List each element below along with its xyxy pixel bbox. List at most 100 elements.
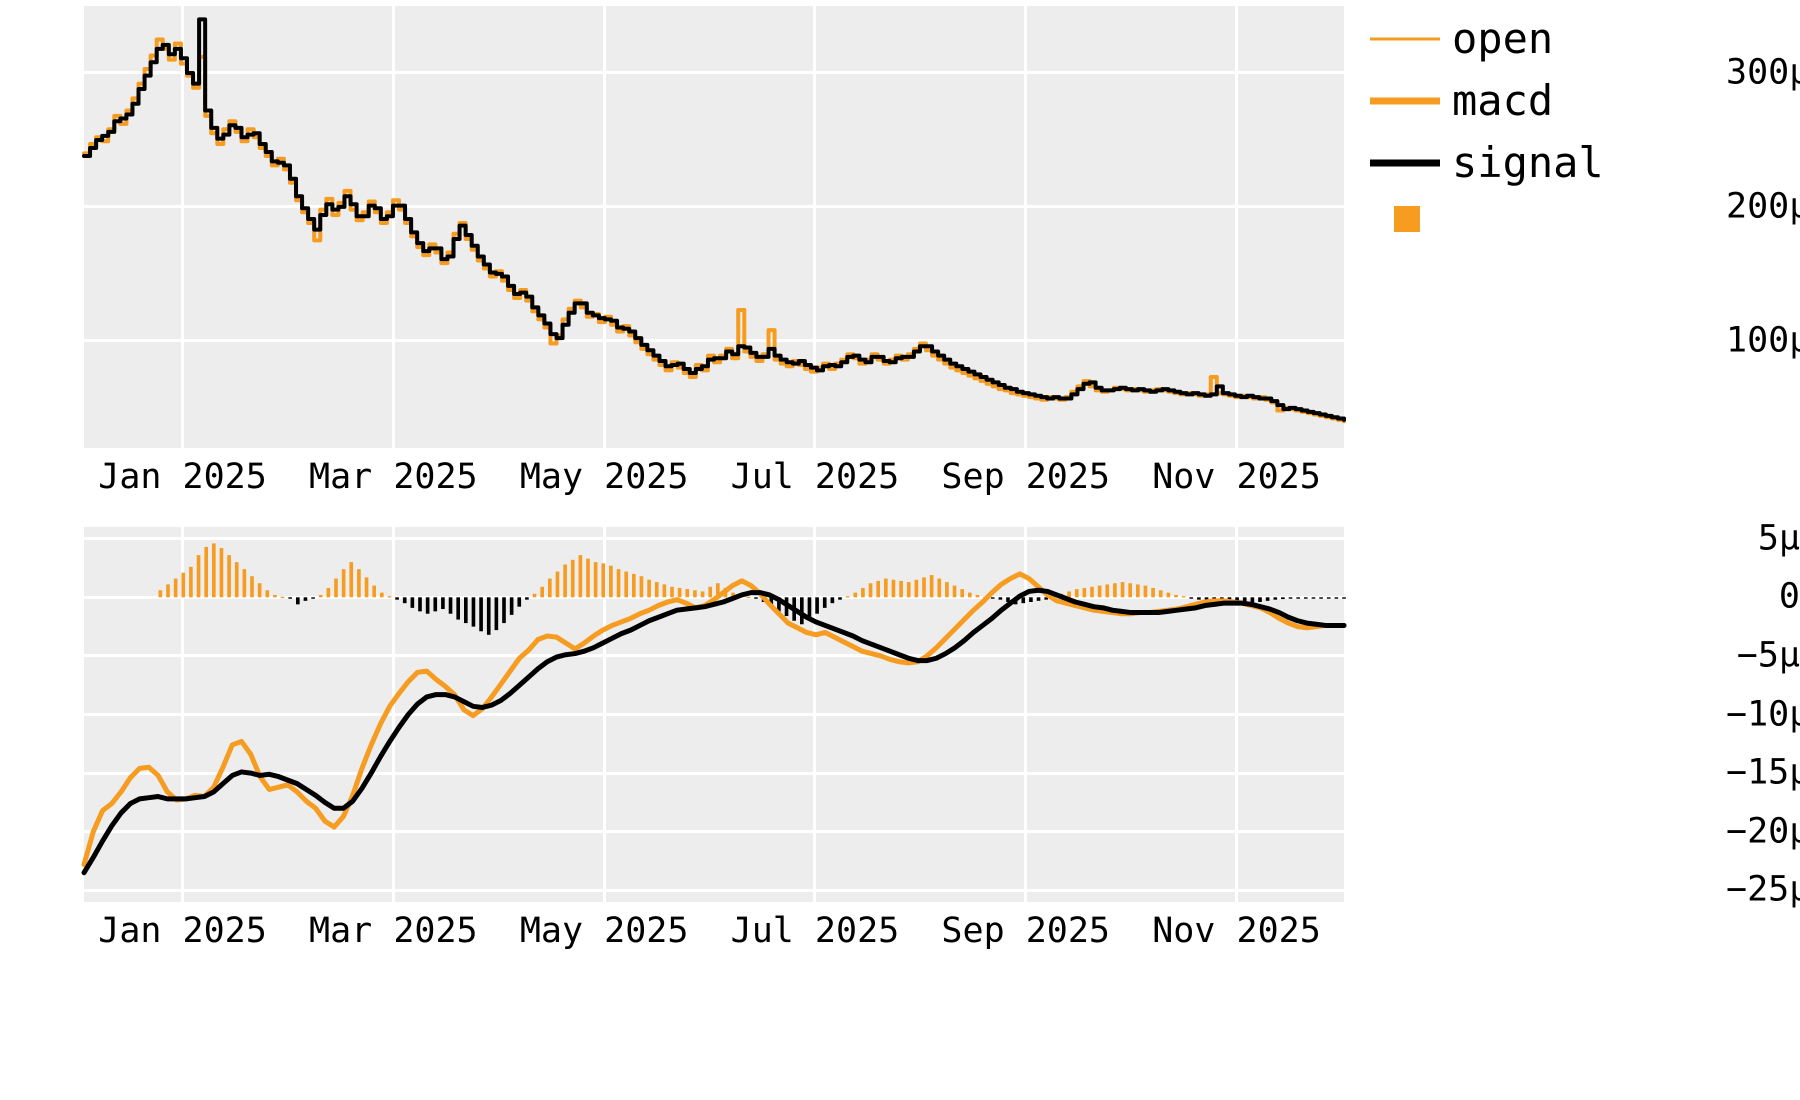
histogram-bar <box>1128 583 1132 598</box>
legend-label: open <box>1452 14 1554 63</box>
histogram-bar <box>242 569 247 598</box>
histogram-bar <box>1036 597 1041 601</box>
line-icon <box>1370 37 1440 41</box>
grid-line-vertical <box>813 6 817 448</box>
x-tick-label: Jan 2025 <box>98 911 267 951</box>
histogram-bar <box>1158 590 1163 598</box>
histogram-bar <box>1044 597 1048 600</box>
grid-line-horizontal <box>84 713 1344 716</box>
histogram-bar <box>189 566 193 598</box>
histogram-bar <box>1197 597 1201 600</box>
y-tick-label: −5µ <box>1736 635 1800 676</box>
histogram-bar <box>311 597 315 599</box>
histogram-bar <box>479 597 483 632</box>
histogram-bar <box>624 571 628 598</box>
histogram-bar <box>1250 597 1255 604</box>
legend-item-open[interactable]: open <box>1370 8 1790 70</box>
histogram-bar <box>517 597 522 607</box>
legend-item-histogram[interactable] <box>1370 194 1790 256</box>
histogram-bar <box>578 555 583 598</box>
grid-line-horizontal <box>84 205 1344 209</box>
histogram-bar <box>1311 597 1316 599</box>
x-tick-label: Mar 2025 <box>309 457 478 497</box>
histogram-bar <box>609 565 613 598</box>
histogram-bar <box>822 597 827 608</box>
histogram-bar <box>1097 585 1102 598</box>
price-plot-area <box>84 6 1344 448</box>
histogram-bar <box>204 546 208 598</box>
histogram-bar <box>998 597 1003 600</box>
histogram-bar <box>1326 597 1331 599</box>
histogram-bar <box>257 583 262 598</box>
legend-item-macd[interactable]: macd <box>1370 70 1790 132</box>
grid-line-vertical <box>391 527 395 902</box>
price-plot-svg <box>82 17 1346 424</box>
grid-line-vertical <box>1235 6 1239 448</box>
histogram-bar <box>1288 597 1293 599</box>
grid-line-horizontal <box>84 888 1344 892</box>
y-tick-label: −15µ <box>1726 752 1800 793</box>
y-tick-label: 300µ <box>1726 52 1800 93</box>
y-tick-label: 5µ <box>1757 518 1800 559</box>
legend-label: signal <box>1452 138 1604 187</box>
y-tick-label: −10µ <box>1726 694 1800 734</box>
macd-plot-svg <box>81 543 1347 876</box>
histogram-bar <box>280 596 285 599</box>
grid-line-horizontal <box>84 830 1344 834</box>
y-tick-label: −20µ <box>1726 811 1800 852</box>
histogram-bar <box>952 585 957 598</box>
histogram-bar <box>402 597 407 604</box>
x-tick-label: May 2025 <box>519 457 689 497</box>
histogram-bar <box>616 569 621 598</box>
histogram-bar <box>769 597 774 607</box>
x-tick-label: Jan 2025 <box>98 457 267 497</box>
histogram-bar <box>425 597 430 614</box>
histogram-bar <box>349 562 354 598</box>
x-tick-label: Mar 2025 <box>309 911 478 951</box>
chart-legend: open macd signal <box>1370 8 1790 256</box>
histogram-bar <box>212 543 216 598</box>
histogram-bar <box>830 597 835 604</box>
histogram-bar <box>410 597 415 608</box>
histogram-bar <box>708 586 712 598</box>
histogram-bar <box>807 597 812 620</box>
series-line-signal <box>82 17 1346 422</box>
x-tick-label: Sep 2025 <box>941 911 1111 951</box>
macd-panel: 5µ 0 −5µ −10µ −15µ −20µ −25µ Jan 2025 Mar 2025 M… <box>0 490 1800 1100</box>
histogram-bar <box>1334 597 1339 599</box>
histogram-bar <box>1342 597 1346 599</box>
histogram-bar <box>387 596 392 598</box>
histogram-bar <box>288 597 292 599</box>
histogram-bar <box>1082 587 1087 598</box>
histogram-bar <box>1105 584 1110 598</box>
x-tick-label: Jul 2025 <box>730 911 900 951</box>
legend-item-signal[interactable]: signal <box>1370 132 1790 194</box>
histogram-bar <box>1181 596 1186 598</box>
histogram-bar <box>1120 582 1125 598</box>
histogram-bar <box>357 569 361 598</box>
histogram-bar <box>265 590 270 598</box>
histogram-bar <box>861 587 865 598</box>
histogram-bar <box>372 585 376 598</box>
series-line-macd <box>81 571 1347 867</box>
histogram-bar <box>227 555 231 598</box>
histogram-bar <box>914 579 919 598</box>
histogram-bar <box>548 578 552 598</box>
histogram-bar <box>654 582 659 598</box>
histogram-bar <box>884 578 888 598</box>
histogram-bar <box>570 559 575 598</box>
series-line-open <box>82 37 1346 424</box>
x-tick-label: Sep 2025 <box>941 457 1111 497</box>
histogram-bar <box>1021 597 1026 604</box>
histogram-bar <box>1189 597 1194 599</box>
histogram-bar <box>746 596 751 599</box>
histogram-bar <box>853 592 858 598</box>
histogram-bar <box>326 587 331 598</box>
histogram-bar <box>1067 591 1071 598</box>
histogram-bar <box>509 597 514 615</box>
histogram-bar <box>1304 597 1308 599</box>
histogram-bar <box>777 597 781 612</box>
histogram-bar <box>647 579 651 598</box>
histogram-bar <box>181 572 186 598</box>
histogram-bar <box>929 575 934 598</box>
